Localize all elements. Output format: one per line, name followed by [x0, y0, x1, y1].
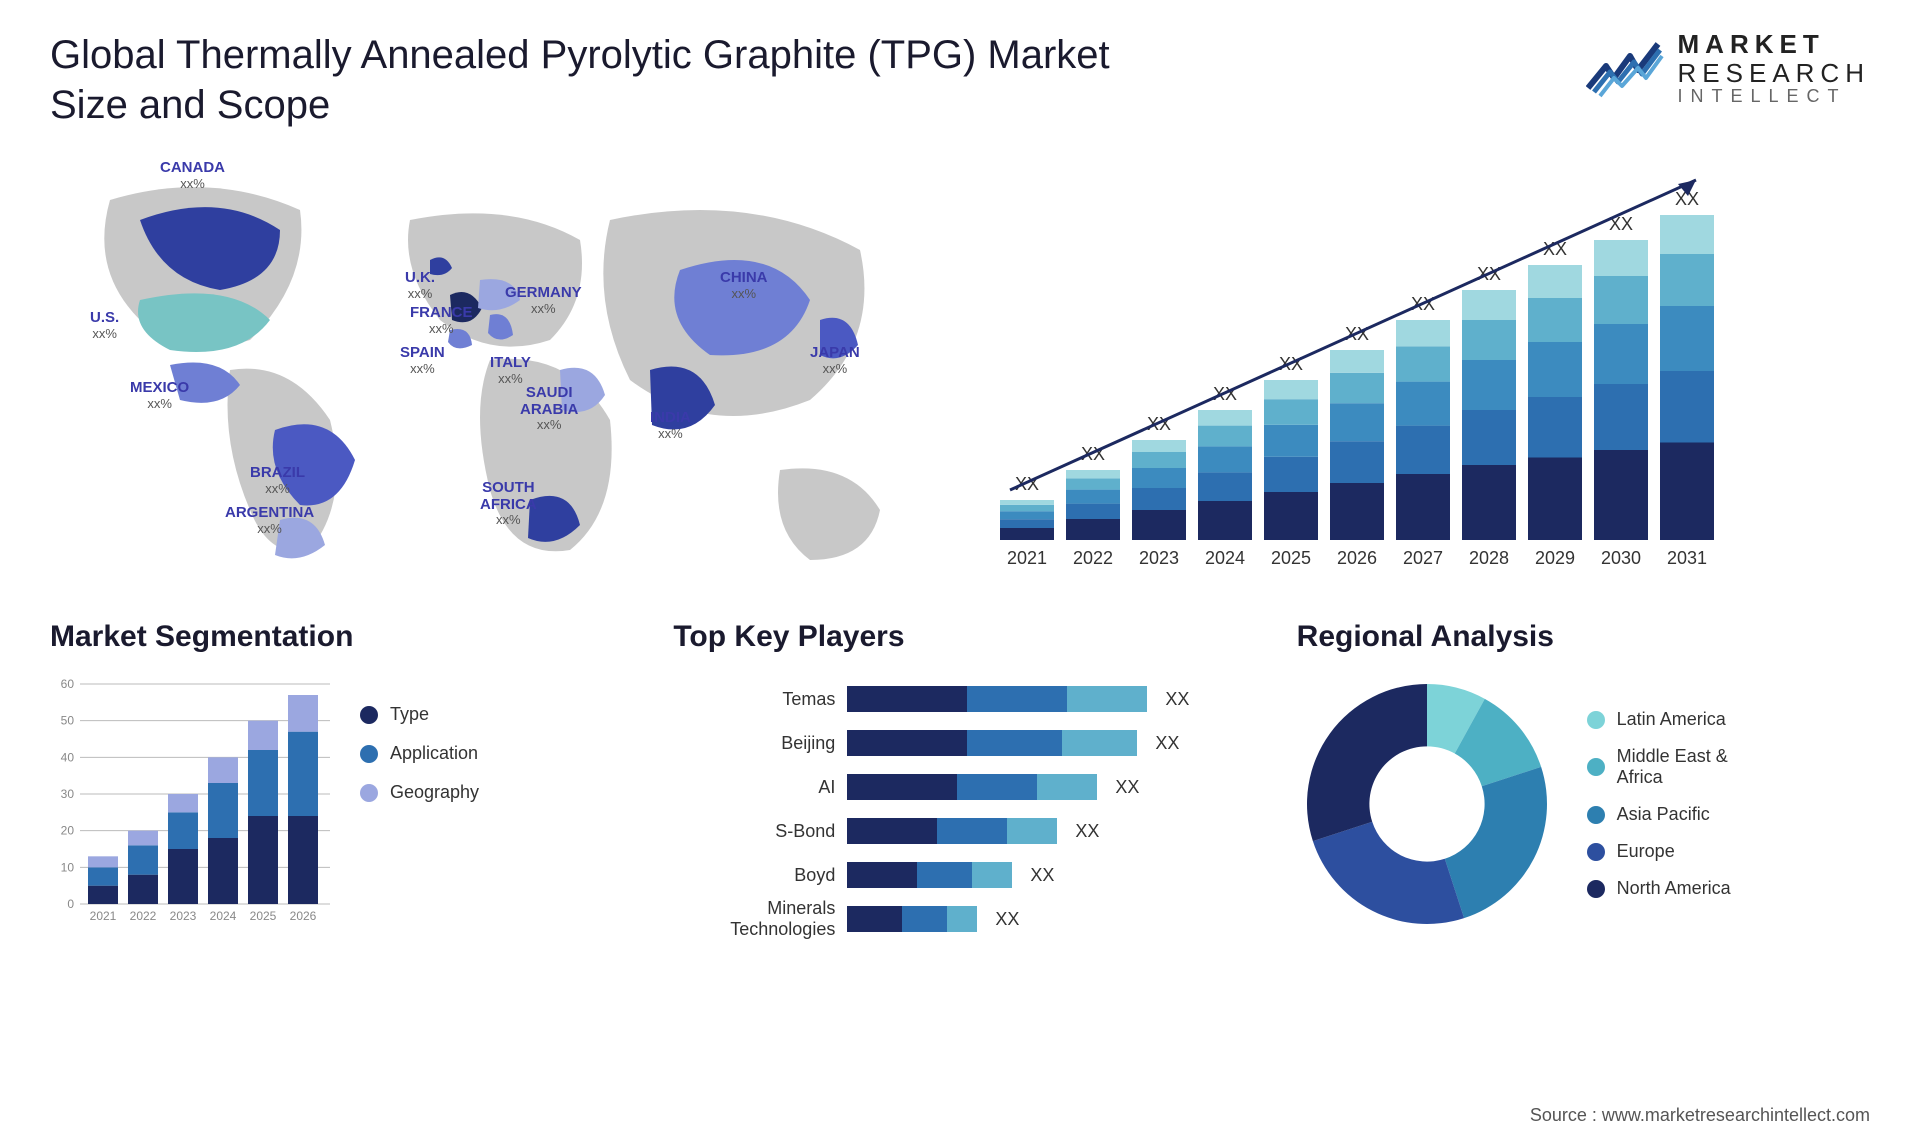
map-label: CHINAxx% — [720, 270, 768, 301]
player-row: BoydXX — [673, 860, 1246, 890]
svg-text:50: 50 — [61, 714, 75, 728]
svg-text:30: 30 — [61, 787, 75, 801]
map-label: SPAINxx% — [400, 345, 445, 376]
legend-item: Application — [360, 743, 479, 764]
svg-text:2025: 2025 — [250, 909, 277, 923]
logo-line2: RESEARCH — [1678, 59, 1870, 88]
player-row: S-BondXX — [673, 816, 1246, 846]
svg-text:2021: 2021 — [1007, 548, 1047, 568]
regional-panel: Regional Analysis Latin America Middle Ea… — [1297, 620, 1870, 934]
player-row: AIXX — [673, 772, 1246, 802]
brand-logo: MARKET RESEARCH INTELLECT — [1586, 30, 1870, 107]
map-label: SAUDIARABIAxx% — [520, 385, 578, 432]
svg-text:2028: 2028 — [1469, 548, 1509, 568]
legend-item: Geography — [360, 782, 479, 803]
legend-item: Asia Pacific — [1587, 804, 1731, 825]
map-label: CANADAxx% — [160, 160, 225, 191]
page-title: Global Thermally Annealed Pyrolytic Grap… — [50, 30, 1150, 130]
map-label: GERMANYxx% — [505, 285, 582, 316]
svg-text:2029: 2029 — [1535, 548, 1575, 568]
svg-text:2024: 2024 — [1205, 548, 1245, 568]
map-label: BRAZILxx% — [250, 465, 305, 496]
regional-legend: Latin America Middle East &Africa Asia Pac… — [1587, 709, 1731, 899]
growth-bar-chart: XX2021XX2022XX2023XX2024XX2025XX2026XX20… — [970, 160, 1870, 580]
svg-text:2023: 2023 — [170, 909, 197, 923]
legend-item: Europe — [1587, 841, 1731, 862]
svg-text:2023: 2023 — [1139, 548, 1179, 568]
map-label: ARGENTINAxx% — [225, 505, 314, 536]
svg-text:0: 0 — [67, 897, 74, 911]
logo-swoosh-icon — [1586, 38, 1666, 98]
map-label: JAPANxx% — [810, 345, 860, 376]
map-label: ITALYxx% — [490, 355, 531, 386]
svg-text:2027: 2027 — [1403, 548, 1443, 568]
segmentation-panel: Market Segmentation 0 10 20 30 40 50 60 2021 202… — [50, 620, 623, 934]
regional-title: Regional Analysis — [1297, 620, 1870, 654]
segmentation-bar-chart: 0 10 20 30 40 50 60 2021 2022 2023 2024 2025 2026 — [50, 674, 330, 934]
svg-text:2025: 2025 — [1271, 548, 1311, 568]
svg-text:2026: 2026 — [1337, 548, 1377, 568]
legend-item: North America — [1587, 878, 1731, 899]
svg-text:10: 10 — [61, 860, 75, 874]
legend-item: Latin America — [1587, 709, 1731, 730]
map-label: U.K.xx% — [405, 270, 435, 301]
source-text: Source : www.marketresearchintellect.com — [1530, 1105, 1870, 1126]
svg-text:2022: 2022 — [130, 909, 157, 923]
svg-text:20: 20 — [61, 824, 75, 838]
svg-text:2026: 2026 — [290, 909, 317, 923]
svg-text:2021: 2021 — [90, 909, 117, 923]
player-row: TemasXX — [673, 684, 1246, 714]
map-label: INDIAxx% — [650, 410, 691, 441]
svg-text:60: 60 — [61, 677, 75, 691]
map-label: FRANCExx% — [410, 305, 473, 336]
players-panel: Top Key Players TemasXX BeijingXX AIXX S-Bo… — [673, 620, 1246, 934]
logo-line1: MARKET — [1678, 30, 1870, 59]
svg-text:2024: 2024 — [210, 909, 237, 923]
map-label: MEXICOxx% — [130, 380, 189, 411]
legend-item: Type — [360, 704, 479, 725]
map-label: SOUTHAFRICAxx% — [480, 480, 537, 527]
legend-item: Middle East &Africa — [1587, 746, 1731, 788]
players-bar-chart: TemasXX BeijingXX AIXX S-BondXX BoydXX Minera… — [673, 674, 1246, 934]
svg-text:2030: 2030 — [1601, 548, 1641, 568]
svg-text:2022: 2022 — [1073, 548, 1113, 568]
player-row: BeijingXX — [673, 728, 1246, 758]
logo-line3: INTELLECT — [1678, 87, 1870, 107]
world-map-panel: CANADAxx% U.S.xx% MEXICOxx% BRAZILxx% ARGENT… — [50, 160, 930, 580]
regional-donut-chart — [1297, 674, 1557, 934]
svg-text:40: 40 — [61, 750, 75, 764]
player-row: Minerals TechnologiesXX — [673, 904, 1246, 934]
map-label: U.S.xx% — [90, 310, 119, 341]
players-title: Top Key Players — [673, 620, 1246, 654]
segmentation-legend: Type Application Geography — [360, 674, 479, 803]
svg-text:2031: 2031 — [1667, 548, 1707, 568]
segmentation-title: Market Segmentation — [50, 620, 623, 654]
